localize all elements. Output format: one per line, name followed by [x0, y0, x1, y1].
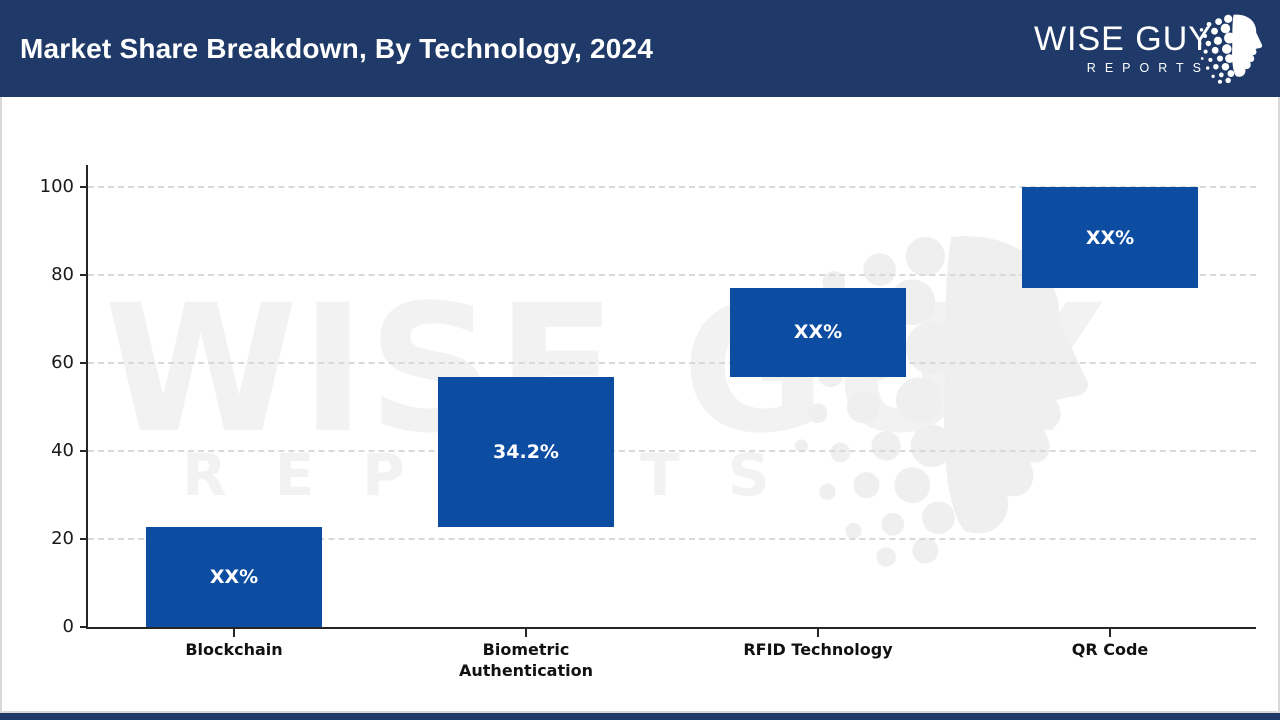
y-axis-tick-label: 20 [51, 528, 74, 549]
gridline [88, 274, 1256, 276]
wiseguy-logo: WISE GUY REPORTS [1033, 20, 1212, 75]
bar-value-label: XX% [793, 321, 843, 344]
x-axis-category-label: QR Code [1071, 640, 1149, 659]
y-axis-tick-label: 80 [51, 264, 74, 285]
x-tick [1109, 629, 1111, 637]
bar: 34.2% [438, 376, 614, 528]
x-axis-category-label: Blockchain [185, 640, 283, 659]
gridline [88, 538, 1256, 540]
gridline [88, 362, 1256, 364]
gridline [88, 450, 1256, 452]
y-axis-tick-label: 0 [62, 616, 74, 637]
y-tick [80, 274, 88, 276]
y-axis-line [86, 165, 88, 629]
y-axis-tick-label: 100 [39, 176, 74, 197]
x-tick [817, 629, 819, 637]
y-tick [80, 538, 88, 540]
x-axis-line [86, 627, 1256, 629]
x-tick [233, 629, 235, 637]
x-tick [525, 629, 527, 637]
header-bar: Market Share Breakdown, By Technology, 2… [0, 0, 1280, 97]
y-tick [80, 450, 88, 452]
y-axis-tick-label: 40 [51, 440, 74, 461]
gridline [88, 186, 1256, 188]
logo-text-line2: REPORTS [1086, 60, 1210, 75]
y-tick [80, 186, 88, 188]
bar: XX% [1022, 187, 1198, 289]
y-axis-tick-label: 60 [51, 352, 74, 373]
x-axis-category-label: Biometric Authentication [459, 640, 593, 680]
bar-value-label: XX% [1085, 226, 1135, 249]
x-axis-category-label: RFID Technology [743, 640, 893, 659]
bar-value-label: XX% [209, 566, 259, 589]
bar: XX% [730, 288, 906, 377]
bar-value-label: 34.2% [493, 440, 559, 463]
y-tick [80, 626, 88, 628]
footer-bar [0, 713, 1280, 720]
y-tick [80, 362, 88, 364]
bar: XX% [146, 527, 322, 627]
page-title: Market Share Breakdown, By Technology, 2… [20, 32, 654, 64]
logo-text-line1: WISE GUY [1033, 20, 1212, 58]
logo-face-dots-icon [1198, 14, 1263, 84]
